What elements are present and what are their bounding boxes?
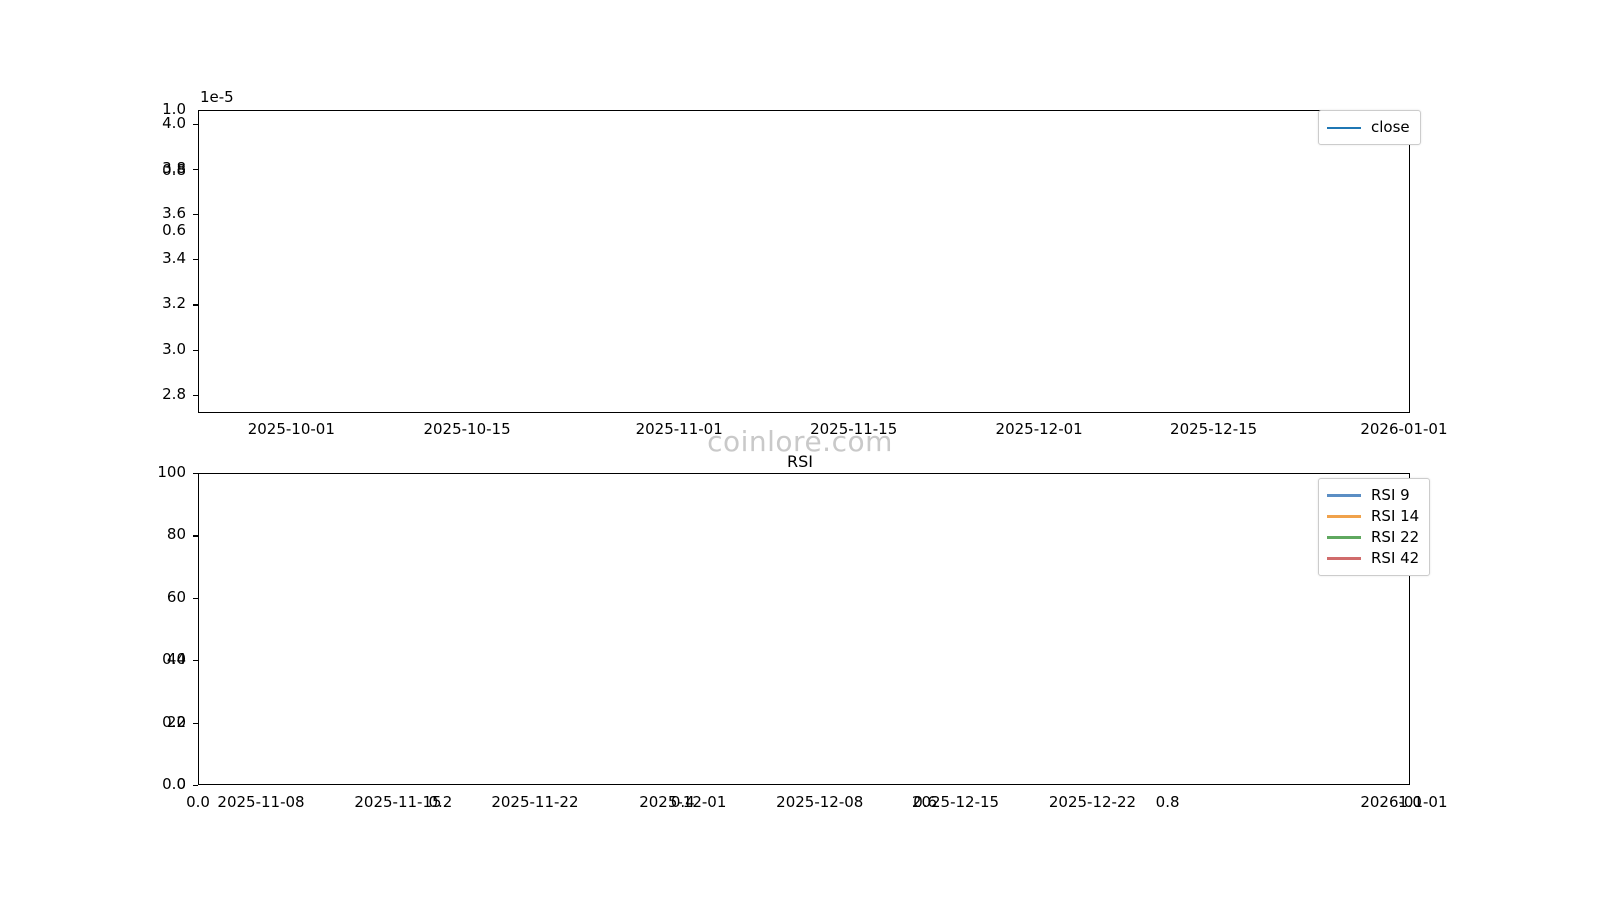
watermark: coinlore.com — [707, 425, 893, 458]
rsi-x-tick-label: 2025-12-22 — [1048, 793, 1137, 811]
price-y-tick-label: 3.2 — [162, 294, 186, 313]
legend-swatch-icon — [1327, 536, 1361, 539]
price-y-tick-label: 2.8 — [162, 384, 186, 403]
rsi-x-tick-label: 2025-12-01 — [639, 793, 727, 811]
price-y-tickmark — [193, 123, 198, 125]
price-x-tick-label: 2025-11-15 — [810, 420, 898, 438]
rsi-x-tick-label: 2026-01-01 — [1360, 793, 1448, 811]
price-y-tick-label: 4.0 — [162, 113, 186, 132]
legend-label: close — [1371, 118, 1410, 136]
price-x-tick-label: 2026-01-01 — [1360, 420, 1448, 438]
price-y-tickmark — [193, 168, 198, 170]
rsi-y-tick-label: 0 — [176, 775, 186, 793]
legend-label: RSI 42 — [1371, 549, 1420, 567]
price-x-tick-label: 2025-11-01 — [635, 420, 723, 438]
price-y-tick-label: 3.4 — [162, 249, 186, 268]
rsi-y-tickmark — [193, 597, 198, 599]
rsi-secondary-y-tick-label: 0.4 — [162, 650, 186, 669]
rsi-x-tick-label: 2025-11-15 — [354, 793, 442, 811]
rsi-y-tickmark — [193, 535, 198, 537]
rsi-chart-title: RSI — [787, 452, 813, 471]
price-secondary-y-tick-label: 1.0 — [162, 100, 186, 118]
rsi-y-tickmark — [193, 660, 198, 662]
rsi-y-tick-label: 20 — [166, 712, 186, 731]
price-y-tick-label: 3.0 — [162, 339, 186, 358]
rsi-y-tickmark — [193, 473, 198, 475]
rsi-x-tick-label: 2025-11-22 — [491, 793, 579, 811]
rsi-secondary-x-tick-label: 0.6 — [913, 793, 938, 811]
price-x-tick-label: 2025-10-01 — [247, 420, 335, 438]
legend-item[interactable]: close — [1327, 117, 1410, 138]
rsi-y-tick-label: 40 — [166, 650, 186, 669]
legend-item[interactable]: RSI 22 — [1327, 527, 1419, 548]
rsi-y-tick-label: 60 — [166, 587, 186, 606]
legend-item[interactable]: RSI 9 — [1327, 485, 1419, 506]
price-plot-border — [198, 110, 1410, 413]
price-y-tickmark — [193, 349, 198, 351]
rsi-y-tickmark — [193, 785, 198, 787]
price-secondary-y-tick-label: 0.6 — [162, 221, 186, 240]
legend-swatch-icon — [1327, 557, 1361, 560]
rsi-x-tick-label: 2025-12-08 — [776, 793, 864, 811]
rsi-y-tickmark — [193, 722, 198, 724]
legend-item[interactable]: RSI 42 — [1327, 548, 1419, 569]
legend-swatch-icon — [1327, 126, 1361, 129]
legend-label: RSI 9 — [1371, 486, 1410, 504]
price-y-tick-label: 3.8 — [162, 158, 186, 177]
price-y-tickmark — [193, 214, 198, 216]
price-x-tick-label: 2025-12-15 — [1170, 420, 1258, 438]
price-legend[interactable]: close — [1318, 110, 1421, 145]
price-axis-offset-text: 1e-5 — [200, 88, 234, 106]
legend-swatch-icon — [1327, 515, 1361, 518]
rsi-x-tick-label: 2025-11-08 — [217, 793, 305, 811]
legend-label: RSI 14 — [1371, 507, 1420, 525]
legend-swatch-icon — [1327, 494, 1361, 497]
rsi-y-tick-label: 80 — [166, 525, 186, 544]
rsi-chart-plot-area — [198, 473, 1410, 785]
price-x-tick-label: 2025-12-01 — [995, 420, 1083, 438]
rsi-secondary-y-tick-label: 0.2 — [162, 712, 186, 731]
price-x-tick-label: 2025-10-15 — [423, 420, 511, 438]
price-secondary-y-tick-label: 0.8 — [162, 160, 186, 179]
price-chart-plot-area — [198, 110, 1410, 413]
rsi-secondary-x-tick-label: 0.8 — [1155, 793, 1180, 811]
rsi-x-tick-label: 2025-12-15 — [911, 793, 1000, 811]
rsi-secondary-x-tick-label: 0.2 — [428, 793, 453, 811]
rsi-secondary-x-tick-label: 0.4 — [670, 793, 695, 811]
rsi-legend[interactable]: RSI 9 RSI 14 RSI 22 RSI 42 — [1318, 478, 1431, 576]
legend-item[interactable]: RSI 14 — [1327, 506, 1419, 527]
rsi-secondary-y-tick-label: 0.0 — [162, 775, 186, 793]
rsi-y-tick-label: 100 — [157, 463, 186, 481]
price-y-tick-label: 3.6 — [162, 204, 186, 222]
rsi-secondary-x-tick-label: 0.0 — [186, 793, 210, 811]
price-y-tickmark — [193, 259, 198, 261]
rsi-secondary-x-tick-label: 1.0 — [1398, 793, 1422, 811]
price-y-tickmark — [193, 304, 198, 306]
legend-label: RSI 22 — [1371, 528, 1420, 546]
price-y-tickmark — [193, 394, 198, 397]
rsi-plot-border — [198, 473, 1410, 785]
